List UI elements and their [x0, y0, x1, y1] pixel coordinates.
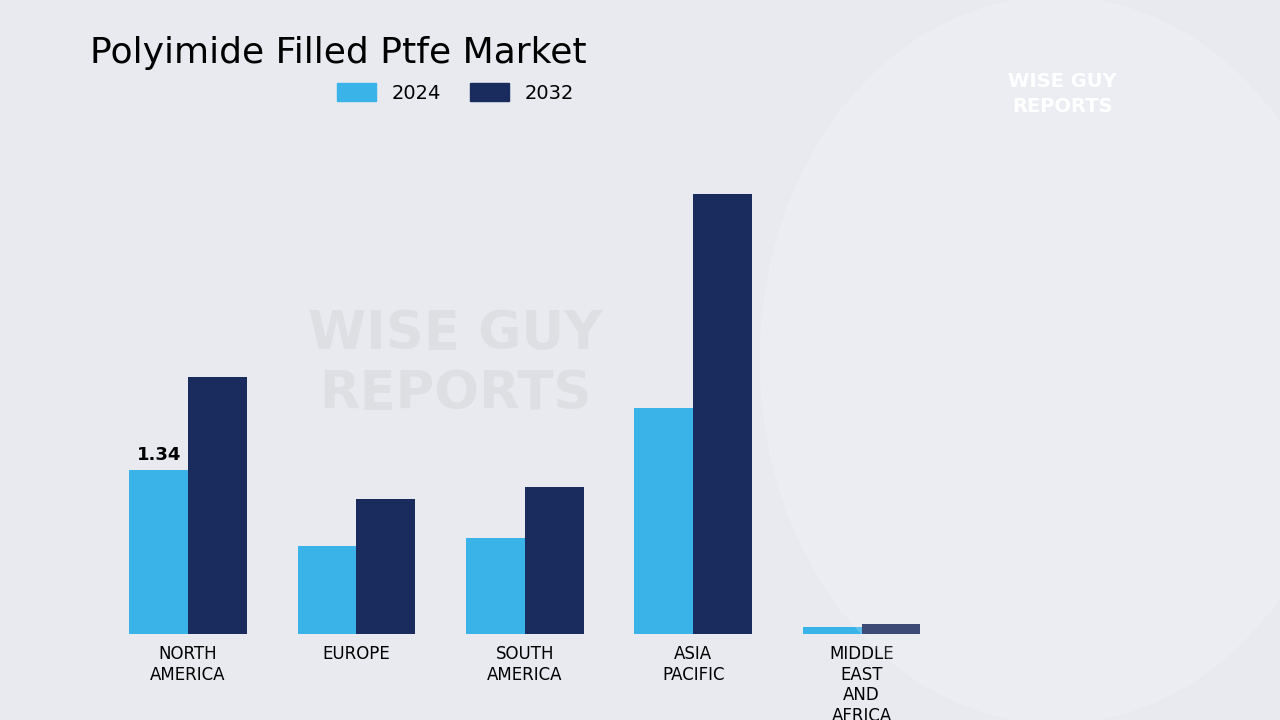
Bar	[803, 628, 861, 634]
Text: WISE GUY
REPORTS: WISE GUY REPORTS	[308, 308, 603, 420]
Bar	[634, 408, 694, 634]
Bar	[861, 624, 920, 634]
Bar	[356, 500, 416, 634]
Bar	[297, 546, 356, 634]
Text: Polyimide Filled Ptfe Market: Polyimide Filled Ptfe Market	[90, 36, 586, 70]
Legend: 2024, 2032: 2024, 2032	[337, 84, 573, 103]
Circle shape	[760, 0, 1280, 720]
Bar	[525, 487, 584, 634]
Text: 1.34: 1.34	[137, 446, 180, 464]
Text: WISE GUY
REPORTS: WISE GUY REPORTS	[1009, 72, 1116, 116]
Bar	[129, 470, 188, 634]
Bar	[188, 377, 247, 634]
Bar	[694, 194, 753, 634]
Bar	[466, 539, 525, 634]
